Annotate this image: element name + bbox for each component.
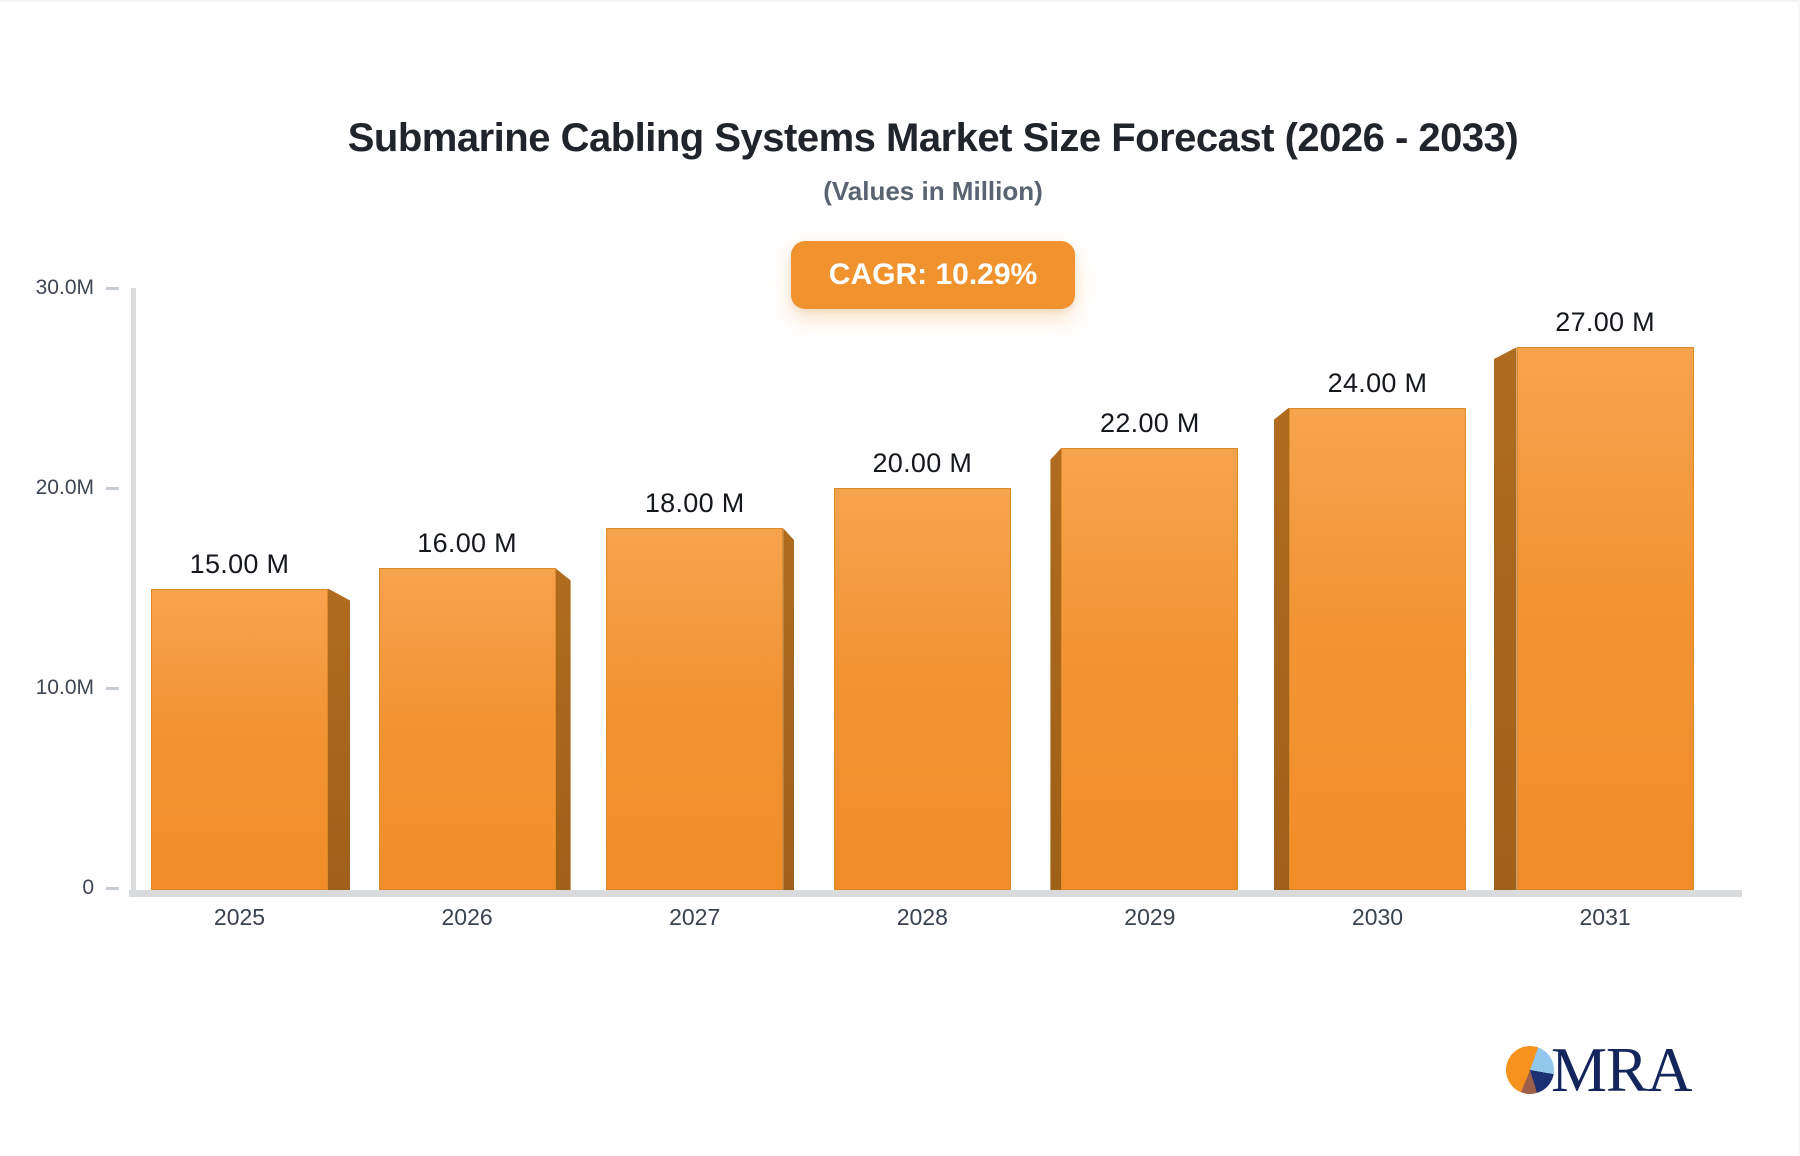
bar-2030[interactable] (1289, 407, 1466, 890)
bar-value-label: 18.00 M (644, 488, 745, 519)
y-axis-label: 30.0M (35, 276, 94, 299)
bar-2026[interactable] (378, 568, 556, 890)
y-axis-label: 20.0M (35, 476, 94, 499)
page-title: Submarine Cabling Systems Market Size Fo… (347, 116, 1519, 160)
brand-name: MRA (1551, 1034, 1693, 1105)
x-axis-label-2027: 2027 (669, 904, 721, 930)
x-axis-label-2028: 2028 (896, 904, 948, 930)
x-axis-baseline (129, 890, 1742, 897)
bar-value-label: 22.00 M (1100, 407, 1200, 438)
x-axis-label-2030: 2030 (1351, 904, 1404, 930)
cagr-badge: CAGR: 10.29% (790, 241, 1076, 309)
bar-value-label: 27.00 M (1555, 307, 1655, 338)
y-axis-line (131, 288, 136, 890)
y-tick-mark (106, 686, 119, 690)
bar-side-face (328, 588, 350, 890)
bar-value-label: 20.00 M (872, 448, 973, 478)
bar-value-label: 15.00 M (189, 548, 290, 579)
bar-value-label: 24.00 M (1327, 367, 1428, 398)
bar-side-face (1493, 347, 1517, 890)
bar-side-face (1050, 447, 1062, 890)
x-axis-label-2026: 2026 (441, 904, 493, 930)
brand-logo: MRA (1506, 1034, 1693, 1106)
y-tick-mark (106, 886, 119, 890)
chart-header: Submarine Cabling Systems Market Size Fo… (66, 2, 1798, 309)
x-axis-label-2031: 2031 (1579, 904, 1631, 930)
bar-2027[interactable] (606, 528, 784, 890)
bar-side-face (783, 528, 795, 890)
bar-2025[interactable] (151, 588, 328, 890)
page-subtitle: (Values in Million) (823, 176, 1043, 206)
bar-2028[interactable] (833, 488, 1011, 890)
x-axis-label-2025: 2025 (213, 904, 266, 930)
bar-value-label: 16.00 M (417, 528, 517, 559)
y-tick-mark (106, 486, 119, 490)
x-axis-label-2029: 2029 (1124, 904, 1176, 930)
y-axis-label: 0 (82, 876, 94, 899)
pie-chart-icon (1506, 1046, 1554, 1094)
y-tick-mark (106, 286, 119, 290)
bar-side-face (1274, 407, 1289, 890)
bar-2031[interactable] (1516, 347, 1694, 890)
bar-2029[interactable] (1061, 447, 1239, 890)
bar-side-face (555, 568, 571, 890)
y-axis-label: 10.0M (35, 676, 94, 699)
